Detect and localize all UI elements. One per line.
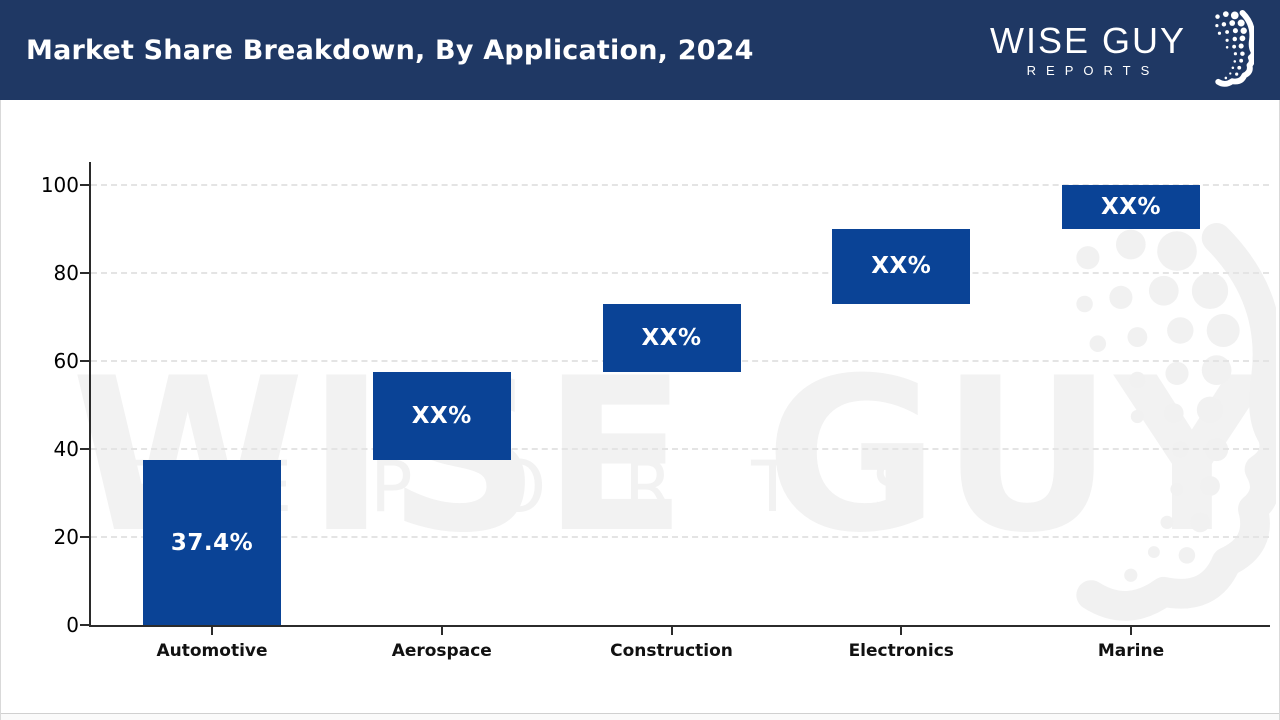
header-bar: Market Share Breakdown, By Application, … xyxy=(0,0,1280,100)
bar-electronics: XX% xyxy=(832,229,971,304)
y-tick-mark xyxy=(80,624,89,626)
gridline-100 xyxy=(91,184,1269,186)
x-tick-mark xyxy=(211,627,213,635)
bar-construction: XX% xyxy=(602,303,741,373)
x-category-label: Aerospace xyxy=(391,641,492,661)
y-tick-label: 60 xyxy=(53,349,79,373)
watermark-dotted-head-icon xyxy=(1076,222,1276,621)
x-category-label: Electronics xyxy=(848,641,954,661)
y-tick-label: 100 xyxy=(40,173,79,197)
y-tick-label: 20 xyxy=(53,525,79,549)
x-tick-mark xyxy=(670,627,673,635)
y-tick-label: 0 xyxy=(66,613,79,637)
x-category-label: Automotive xyxy=(156,641,268,661)
bar-value-label: XX% xyxy=(871,253,932,280)
y-tick-label: 80 xyxy=(53,261,79,285)
brand-name: WISE GUY xyxy=(989,19,1186,61)
chart-area: WISE GUY R E P O R T S 0 20 40 60 80 100 37.4%… xyxy=(0,100,1280,720)
brand-logo: WISE GUY REPORTS xyxy=(990,9,1254,92)
gridline-40 xyxy=(91,448,1269,450)
bar-value-label: XX% xyxy=(411,403,472,430)
brand-logo-text: WISE GUY REPORTS xyxy=(989,19,1186,78)
gridline-80 xyxy=(91,272,1269,274)
bar-value-label: XX% xyxy=(641,325,702,352)
bar-aerospace: XX% xyxy=(372,372,511,461)
page-title: Market Share Breakdown, By Application, … xyxy=(26,34,754,66)
bar-value-label: 37.4% xyxy=(170,529,254,556)
x-axis-line xyxy=(89,625,1270,627)
x-tick-mark xyxy=(900,627,903,635)
bar-automotive: 37.4% xyxy=(143,460,281,625)
y-tick-mark xyxy=(80,536,89,538)
bar-value-label: XX% xyxy=(1100,194,1161,220)
bar-marine: XX% xyxy=(1062,185,1200,229)
y-tick-mark xyxy=(80,360,89,362)
x-tick-mark xyxy=(1130,627,1132,635)
x-category-label: Marine xyxy=(1097,641,1165,661)
y-tick-mark xyxy=(80,272,89,274)
y-tick-mark xyxy=(80,184,89,186)
gridline-20 xyxy=(91,536,1269,538)
y-tick-mark xyxy=(80,448,89,450)
y-tick-label: 40 xyxy=(53,437,79,461)
dotted-head-icon xyxy=(1215,9,1254,87)
x-category-label: Construction xyxy=(610,641,733,661)
x-tick-mark xyxy=(440,627,443,635)
brand-subname: REPORTS xyxy=(1026,62,1160,78)
bottom-divider xyxy=(1,713,1279,720)
y-axis-line xyxy=(89,162,91,627)
